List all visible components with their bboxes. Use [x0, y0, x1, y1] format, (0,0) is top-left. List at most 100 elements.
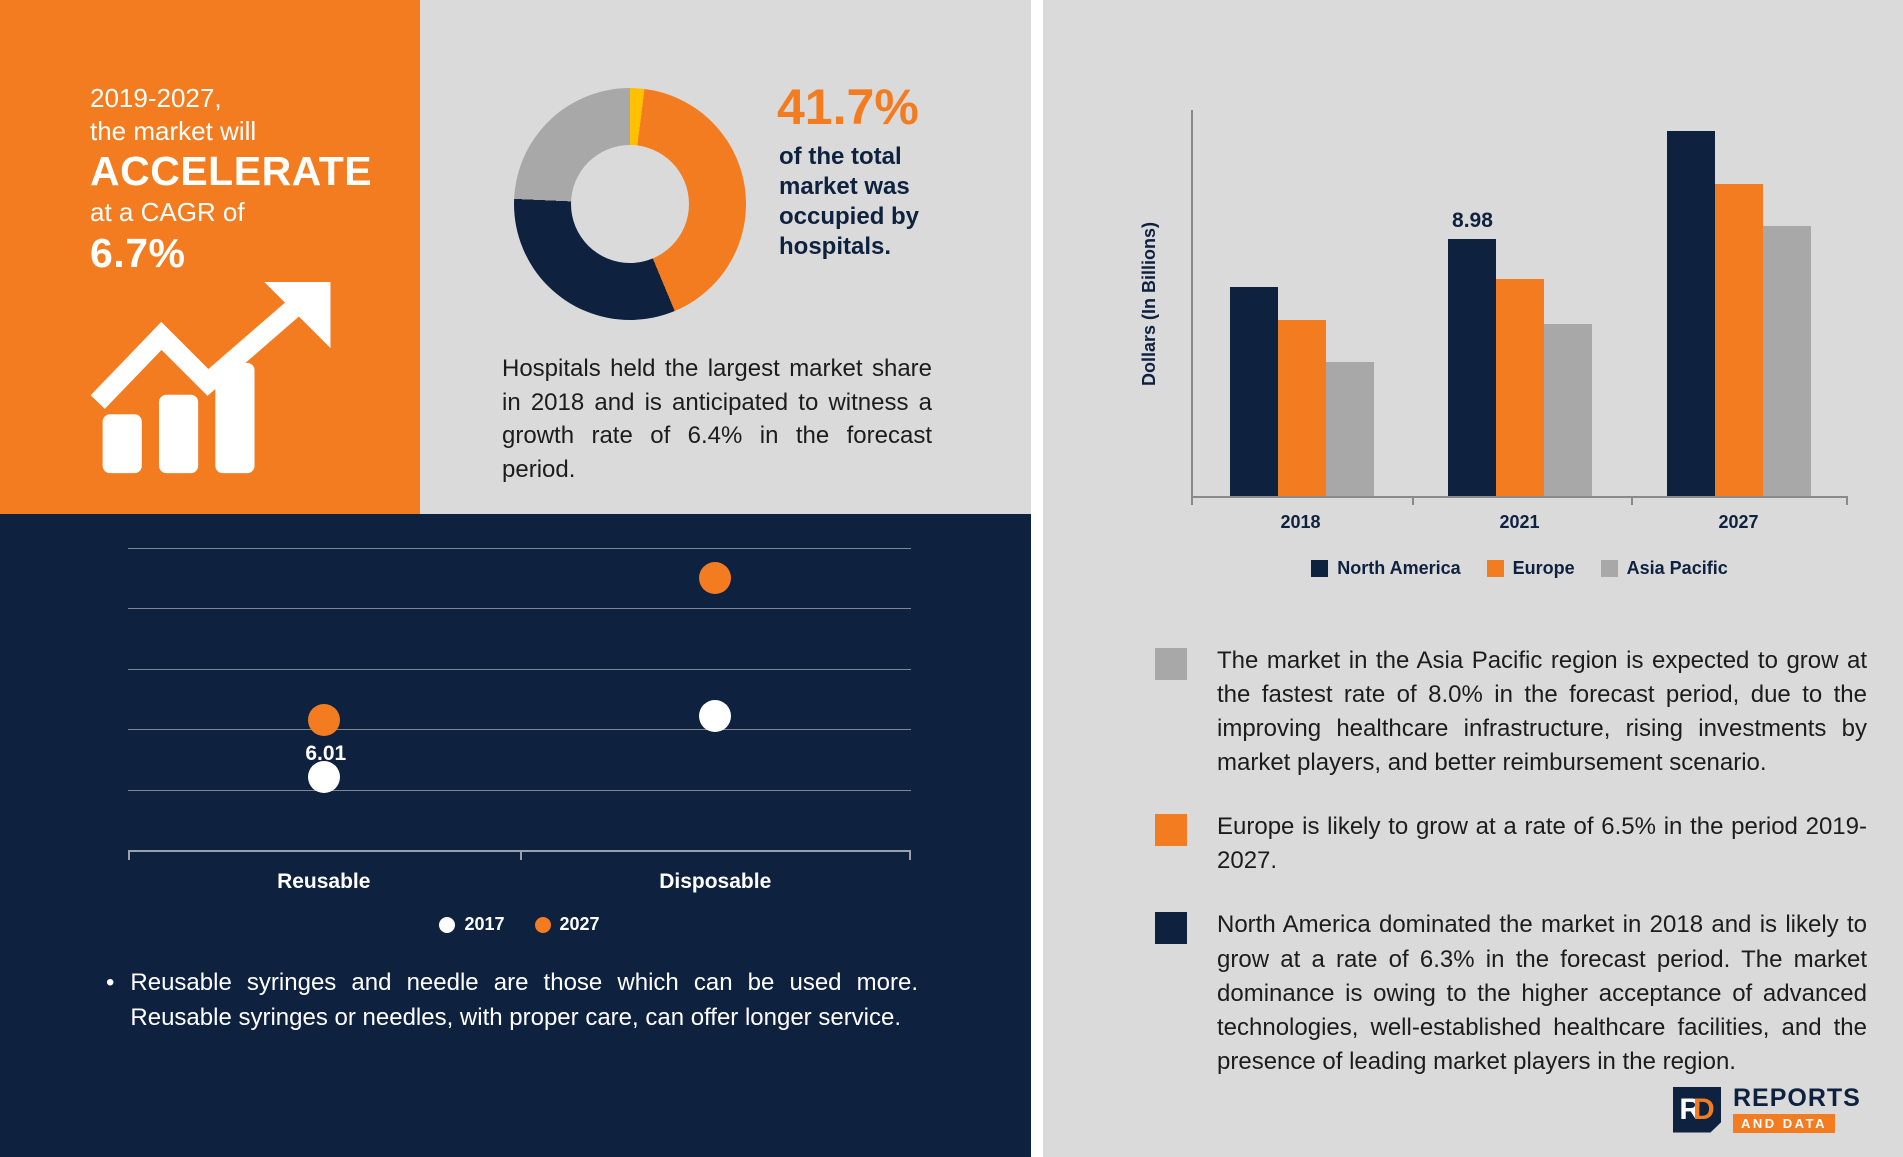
bar-group-2021: 8.98 — [1411, 110, 1629, 496]
reusable-bullet-body: Reusable syringes and needle are those w… — [130, 969, 918, 1031]
asia-pacific-swatch — [1155, 648, 1187, 680]
legend-item-2027: 2027 — [534, 914, 600, 935]
x-axis-label-2018: 2018 — [1280, 512, 1321, 532]
legend-label-2027: 2027 — [559, 914, 600, 934]
legend-label-2017: 2017 — [464, 914, 505, 934]
logo-wordmark: REPORTS AND DATA — [1733, 1086, 1861, 1133]
dot-2027-disposable — [699, 562, 732, 595]
bar-chart-legend: North America Europe Asia Pacific — [1161, 558, 1878, 579]
europe-bullet: Europe is likely to grow at a rate of 6.… — [1155, 810, 1867, 878]
x-axis-tick — [1412, 496, 1414, 505]
legend-item-europe: Europe — [1486, 558, 1575, 579]
cagr-intro-text: the market will — [90, 115, 257, 146]
legend-swatch-europe — [1486, 560, 1504, 577]
donut-hole — [571, 145, 689, 263]
bar-wrap-asia-pacific-2021 — [1544, 110, 1593, 496]
dot-2017-reusable — [307, 760, 340, 793]
hospital-share-donut-chart — [514, 88, 746, 320]
logo-letter-d: D — [1693, 1092, 1715, 1126]
dot-plot-x-axis-labels: Reusable Disposable — [128, 870, 911, 894]
legend-swatch-2017 — [439, 916, 456, 933]
bar-group-2018 — [1193, 110, 1411, 496]
bar-europe-2018 — [1278, 320, 1327, 496]
bar-wrap-north-america-2021: 8.98 — [1448, 110, 1497, 496]
legend-swatch-asia-pacific — [1600, 560, 1618, 577]
bar-wrap-europe-2021 — [1496, 110, 1545, 496]
logo-name-bottom: AND DATA — [1733, 1114, 1835, 1133]
logo-name-top: REPORTS — [1733, 1084, 1861, 1112]
hospital-share-panel: 41.7% of the total market was occupied b… — [420, 0, 1031, 514]
hospital-share-stat: 41.7% — [777, 79, 919, 135]
europe-swatch — [1155, 814, 1187, 847]
asia-pacific-bullet: The market in the Asia Pacific region is… — [1155, 644, 1867, 780]
legend-swatch-north-america — [1311, 560, 1329, 577]
gridline — [128, 608, 911, 610]
logo-rd-icon: R D — [1673, 1086, 1721, 1133]
regional-panel: Dollars (In Billions) 8.98 2018 2021 2027 … — [1043, 0, 1903, 1157]
bar-north-america-2021 — [1448, 239, 1497, 496]
bar-asia-pacific-2018 — [1326, 361, 1375, 496]
bar-asia-pacific-2027 — [1762, 225, 1811, 496]
cagr-years-text: 2019-2027, — [90, 83, 222, 113]
regional-bullets: The market in the Asia Pacific region is… — [1155, 644, 1867, 1109]
bar-asia-pacific-2021 — [1544, 324, 1593, 496]
bar-wrap-europe-2018 — [1278, 110, 1327, 496]
bar-wrap-asia-pacific-2027 — [1762, 110, 1811, 496]
gridline — [128, 789, 911, 791]
bar-chart-x-axis-labels: 2018 2021 2027 — [1191, 512, 1848, 533]
x-axis-tick — [909, 850, 911, 860]
bar-value-label: 8.98 — [1452, 209, 1493, 233]
bar-wrap-asia-pacific-2018 — [1326, 110, 1375, 496]
asia-pacific-bullet-text: The market in the Asia Pacific region is… — [1217, 647, 1867, 777]
x-axis-label-2027: 2027 — [1718, 512, 1759, 532]
bar-wrap-europe-2027 — [1714, 110, 1763, 496]
x-axis-label-2021: 2021 — [1499, 512, 1540, 532]
product-type-dot-plot: 6.01 — [128, 548, 911, 860]
bar-wrap-north-america-2027 — [1666, 110, 1715, 496]
reusable-bullet-text: Reusable syringes and needle are those w… — [106, 966, 918, 1036]
product-type-panel: 6.01 Reusable Disposable 2017 2027 Reusabl… — [0, 514, 1031, 1157]
cagr-rate-caption: at a CAGR of — [90, 197, 245, 228]
bar-group-2027 — [1630, 110, 1848, 496]
cagr-rate-value: 6.7% — [90, 229, 186, 276]
regional-bar-chart: 8.98 — [1191, 110, 1848, 505]
legend-item-north-america: North America — [1311, 558, 1461, 579]
north-america-bullet-text: North America dominated the market in 20… — [1217, 911, 1867, 1075]
europe-bullet-text: Europe is likely to grow at a rate of 6.… — [1217, 813, 1867, 875]
x-axis-tick — [128, 850, 130, 860]
x-axis-label-disposable: Disposable — [659, 870, 772, 893]
hospital-share-caption: of the total market was occupied by hosp… — [779, 143, 920, 260]
x-axis-tick — [1631, 496, 1633, 505]
dot-2017-disposable — [699, 700, 732, 733]
reports-and-data-logo: R D REPORTS AND DATA — [1673, 1086, 1861, 1133]
point-value-label: 6.01 — [305, 742, 347, 766]
cagr-panel: 2019-2027, the market will ACCELERATE at… — [0, 0, 420, 514]
legend-item-2017: 2017 — [439, 914, 505, 935]
x-axis-tick — [1191, 496, 1193, 505]
north-america-swatch — [1155, 912, 1187, 945]
dot-plot-legend: 2017 2027 — [128, 914, 911, 935]
hospital-share-body-text: Hospitals held the largest market share … — [502, 355, 932, 483]
x-axis-tick — [519, 850, 522, 860]
bar-wrap-north-america-2018 — [1230, 110, 1279, 496]
legend-label-europe: Europe — [1512, 558, 1575, 578]
gridline — [128, 729, 911, 731]
bar-north-america-2027 — [1666, 131, 1715, 496]
legend-swatch-2027 — [534, 916, 551, 933]
legend-label-north-america: North America — [1337, 558, 1461, 578]
x-axis-tick — [1846, 496, 1848, 505]
bar-north-america-2018 — [1230, 287, 1279, 496]
logo-letter-r: R — [1679, 1092, 1701, 1126]
cagr-accelerate-text: ACCELERATE — [90, 148, 373, 194]
x-axis-label-reusable: Reusable — [277, 870, 371, 893]
dot-2027-reusable — [307, 704, 340, 737]
growth-arrow-icon — [90, 282, 331, 474]
bar-europe-2027 — [1714, 184, 1763, 496]
gridline — [128, 668, 911, 670]
legend-item-asia-pacific: Asia Pacific — [1600, 558, 1728, 579]
legend-label-asia-pacific: Asia Pacific — [1626, 558, 1728, 578]
gridline — [128, 548, 911, 549]
bar-europe-2021 — [1496, 278, 1545, 496]
bar-chart-y-axis-label: Dollars (In Billions) — [1139, 222, 1159, 387]
